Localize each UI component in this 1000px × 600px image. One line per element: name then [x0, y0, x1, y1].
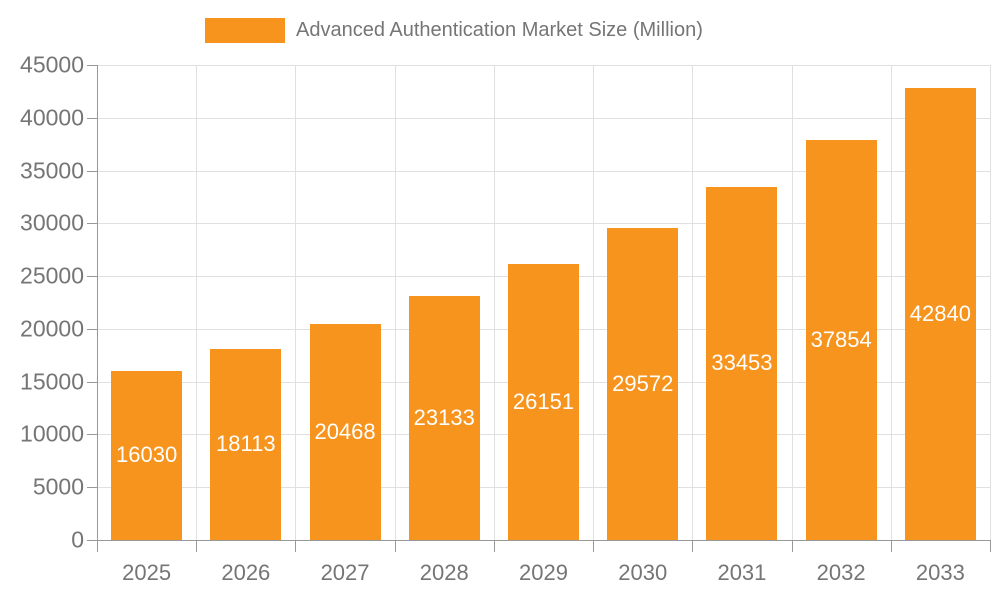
bar-2026[interactable]: 18113	[210, 348, 282, 540]
y-axis-label: 25000	[20, 262, 84, 289]
gridline-vertical	[295, 65, 297, 540]
y-axis-label: 5000	[32, 473, 84, 500]
x-axis-label-2033: 2033	[915, 560, 965, 585]
y-axis-tick	[87, 223, 97, 225]
gridline-vertical	[890, 65, 892, 540]
y-axis-label: 20000	[20, 315, 84, 342]
y-axis-tick	[87, 381, 97, 383]
bar-value-label: 37854	[810, 327, 872, 353]
bar-value-label: 26151	[512, 388, 575, 414]
x-axis-tick	[97, 540, 98, 552]
x-axis-tick	[295, 540, 297, 552]
bar-value-label: 42840	[909, 300, 971, 326]
x-axis-label-2031: 2031	[717, 560, 767, 585]
gridline-vertical	[593, 65, 595, 540]
gridline-vertical	[493, 65, 495, 540]
bar-2027[interactable]: 20468	[309, 323, 381, 540]
y-axis-line	[97, 65, 98, 540]
y-axis-label: 0	[71, 526, 84, 553]
y-axis-label: 10000	[20, 420, 84, 447]
bar-value-label: 18113	[216, 431, 276, 457]
bar-2029[interactable]: 26151	[508, 263, 579, 540]
bar-value-label: 16030	[116, 442, 178, 468]
bar-2030[interactable]: 29572	[607, 227, 679, 540]
gridline-horizontal	[97, 65, 990, 66]
legend-item[interactable]: Advanced Authentication Market Size (Mil…	[205, 17, 703, 43]
bar-value-label: 29572	[612, 370, 674, 396]
x-axis-label-2032: 2032	[816, 560, 866, 585]
bar-2025[interactable]: 16030	[111, 370, 183, 540]
gridline-horizontal	[97, 170, 990, 172]
gridline-vertical	[692, 65, 694, 540]
x-axis-label-2027: 2027	[320, 560, 370, 585]
bar-2028[interactable]: 23133	[408, 295, 480, 540]
x-axis-tick	[791, 540, 793, 552]
bar-2032[interactable]: 37854	[805, 140, 877, 540]
x-axis-tick	[990, 540, 991, 552]
gridline-vertical	[196, 65, 198, 540]
x-axis-tick	[394, 540, 396, 552]
y-axis-label: 35000	[20, 157, 84, 184]
x-axis-label-2025: 2025	[122, 560, 172, 585]
x-axis-tick	[196, 540, 198, 552]
x-axis-tick	[493, 540, 495, 552]
bar-value-label: 20468	[314, 418, 376, 444]
y-axis-tick	[87, 276, 97, 278]
bar-value-label: 23133	[413, 404, 475, 430]
x-axis-label-2029: 2029	[519, 560, 568, 585]
gridline-vertical	[394, 65, 396, 540]
y-axis-label: 40000	[20, 104, 84, 131]
x-axis-tick	[593, 540, 595, 552]
y-axis-label: 15000	[20, 368, 84, 395]
y-axis-label: 45000	[20, 51, 84, 78]
y-axis-tick	[87, 540, 97, 541]
y-axis-tick	[87, 65, 97, 66]
x-axis-label-2030: 2030	[618, 560, 668, 585]
y-axis-tick	[87, 117, 97, 119]
x-axis-line	[97, 540, 990, 541]
x-axis-tick	[692, 540, 694, 552]
y-axis-tick	[87, 434, 97, 436]
x-axis-label-2028: 2028	[419, 560, 469, 585]
bar-value-label: 33453	[711, 350, 773, 376]
gridline-vertical	[791, 65, 793, 540]
y-axis-tick	[87, 170, 97, 172]
y-axis-label: 30000	[20, 209, 84, 236]
bar-2033[interactable]: 42840	[904, 87, 976, 540]
y-axis-tick	[87, 487, 97, 489]
x-axis-tick	[890, 540, 892, 552]
x-axis-label-2026: 2026	[221, 560, 271, 585]
gridline-horizontal	[97, 117, 990, 119]
legend-label: Advanced Authentication Market Size (Mil…	[296, 19, 703, 41]
gridline-vertical	[990, 65, 991, 540]
gridline-horizontal	[97, 223, 990, 225]
y-axis-tick	[87, 328, 97, 330]
bar-2031[interactable]: 33453	[706, 186, 778, 540]
legend-swatch	[205, 17, 285, 43]
